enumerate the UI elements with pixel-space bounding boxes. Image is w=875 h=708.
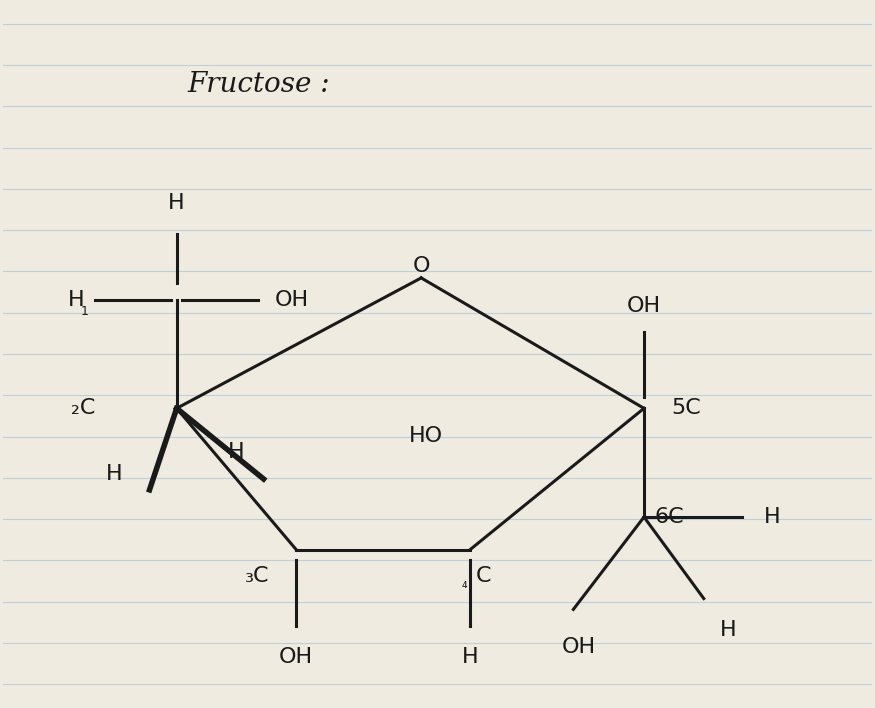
Text: ₃C: ₃C [244, 566, 269, 586]
Text: 6C: 6C [654, 507, 684, 527]
Text: O: O [412, 256, 430, 275]
Text: C: C [475, 566, 491, 586]
Text: H: H [228, 442, 245, 462]
Text: ₂C: ₂C [71, 399, 95, 418]
Text: H: H [67, 290, 84, 309]
Text: HO: HO [409, 426, 443, 445]
Text: H: H [106, 464, 123, 484]
Text: H: H [168, 193, 185, 212]
Text: OH: OH [626, 296, 661, 316]
Text: 1: 1 [81, 305, 89, 318]
Text: 5C: 5C [671, 399, 701, 418]
Text: OH: OH [279, 647, 313, 668]
Text: H: H [764, 507, 780, 527]
Text: H: H [462, 647, 479, 668]
Text: OH: OH [275, 290, 309, 309]
Text: OH: OH [562, 636, 596, 656]
Text: Fructose :: Fructose : [187, 72, 330, 98]
Text: ₄: ₄ [461, 577, 467, 590]
Text: H: H [720, 620, 737, 640]
